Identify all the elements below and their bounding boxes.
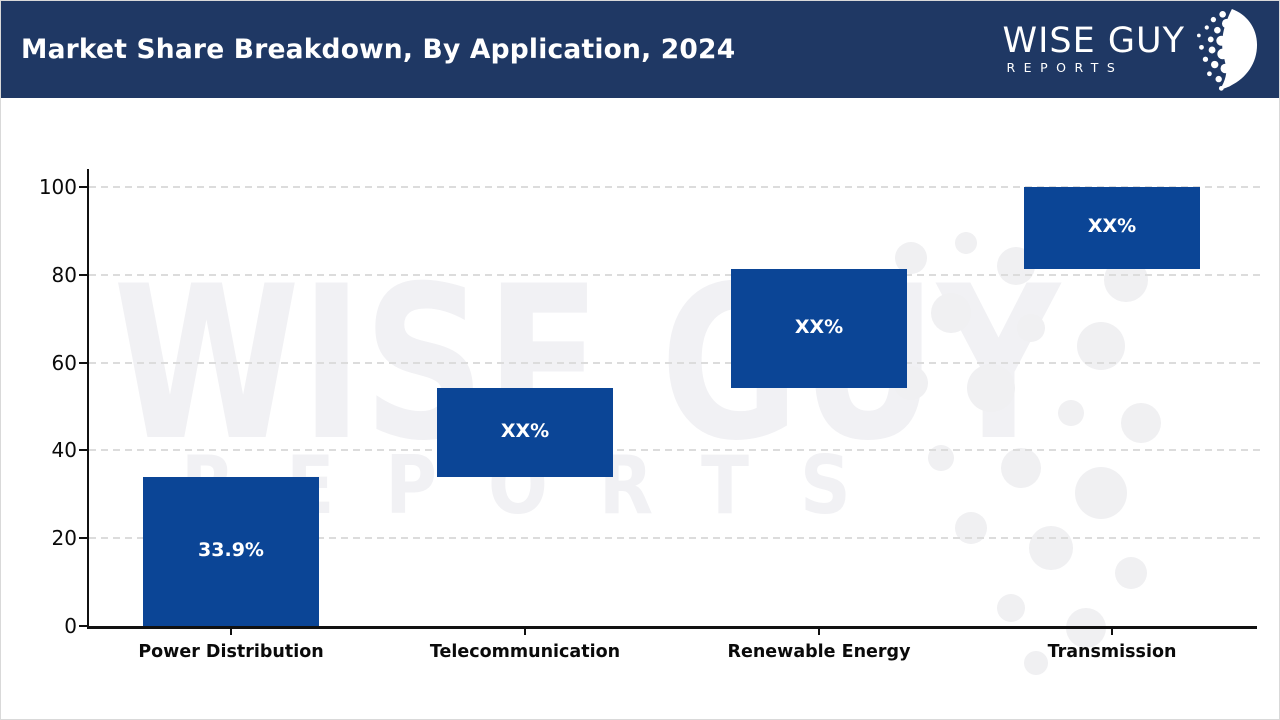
y-tick-20 xyxy=(79,537,88,540)
y-tick-label-100: 100 xyxy=(38,175,77,199)
bar-label-telecommunication: XX% xyxy=(500,419,550,442)
gridline-40 xyxy=(89,449,1263,452)
gridline-80 xyxy=(89,273,1263,276)
x-tick-power-distribution xyxy=(230,629,232,635)
category-label-telecommunication: Telecommunication xyxy=(429,642,621,662)
bar-power-distribution xyxy=(143,477,319,626)
y-axis-line xyxy=(87,169,89,628)
gridline-100 xyxy=(89,186,1263,188)
header: Market Share Breakdown, By Application, … xyxy=(1,1,1279,98)
logo-head-icon xyxy=(1196,8,1258,91)
category-label-power-distribution: Power Distribution xyxy=(138,642,324,662)
page-title: Market Share Breakdown, By Application, … xyxy=(21,34,736,65)
y-tick-100 xyxy=(79,186,88,188)
y-tick-0 xyxy=(79,625,88,627)
bar-transmission xyxy=(1024,187,1200,270)
logo-text: WISE GUY REPORTS xyxy=(1002,24,1185,75)
bar-label-power-distribution: 33.9% xyxy=(198,538,264,561)
category-label-transmission: Transmission xyxy=(1047,642,1177,662)
category-label-renewable-energy: Renewable Energy xyxy=(727,642,911,662)
y-tick-label-60: 60 xyxy=(51,350,77,375)
bar-label-renewable-energy: XX% xyxy=(794,315,844,338)
y-tick-80 xyxy=(79,273,88,276)
bar-renewable-energy xyxy=(731,269,907,389)
gridline-60 xyxy=(89,361,1263,364)
y-tick-60 xyxy=(79,361,88,364)
bar-label-transmission: XX% xyxy=(1087,215,1137,238)
gridline-20 xyxy=(89,537,1263,540)
y-tick-label-80: 80 xyxy=(51,262,77,287)
logo-wordmark: WISE GUY xyxy=(1002,21,1185,62)
x-tick-renewable-energy xyxy=(818,629,820,635)
y-tick-label-0: 0 xyxy=(64,614,77,638)
x-axis-line xyxy=(87,626,1257,629)
logo-subtext: REPORTS xyxy=(1006,60,1124,76)
y-tick-label-20: 20 xyxy=(51,526,77,551)
y-tick-label-40: 40 xyxy=(51,438,77,463)
x-tick-transmission xyxy=(1111,629,1113,635)
x-tick-telecommunication xyxy=(524,629,526,635)
y-tick-40 xyxy=(79,449,88,452)
bar-telecommunication xyxy=(437,388,613,478)
wise-guy-logo: WISE GUY REPORTS xyxy=(1002,6,1261,94)
bar-chart: WISE GUY REPORTS 02040608010033.9%Power … xyxy=(1,98,1279,719)
